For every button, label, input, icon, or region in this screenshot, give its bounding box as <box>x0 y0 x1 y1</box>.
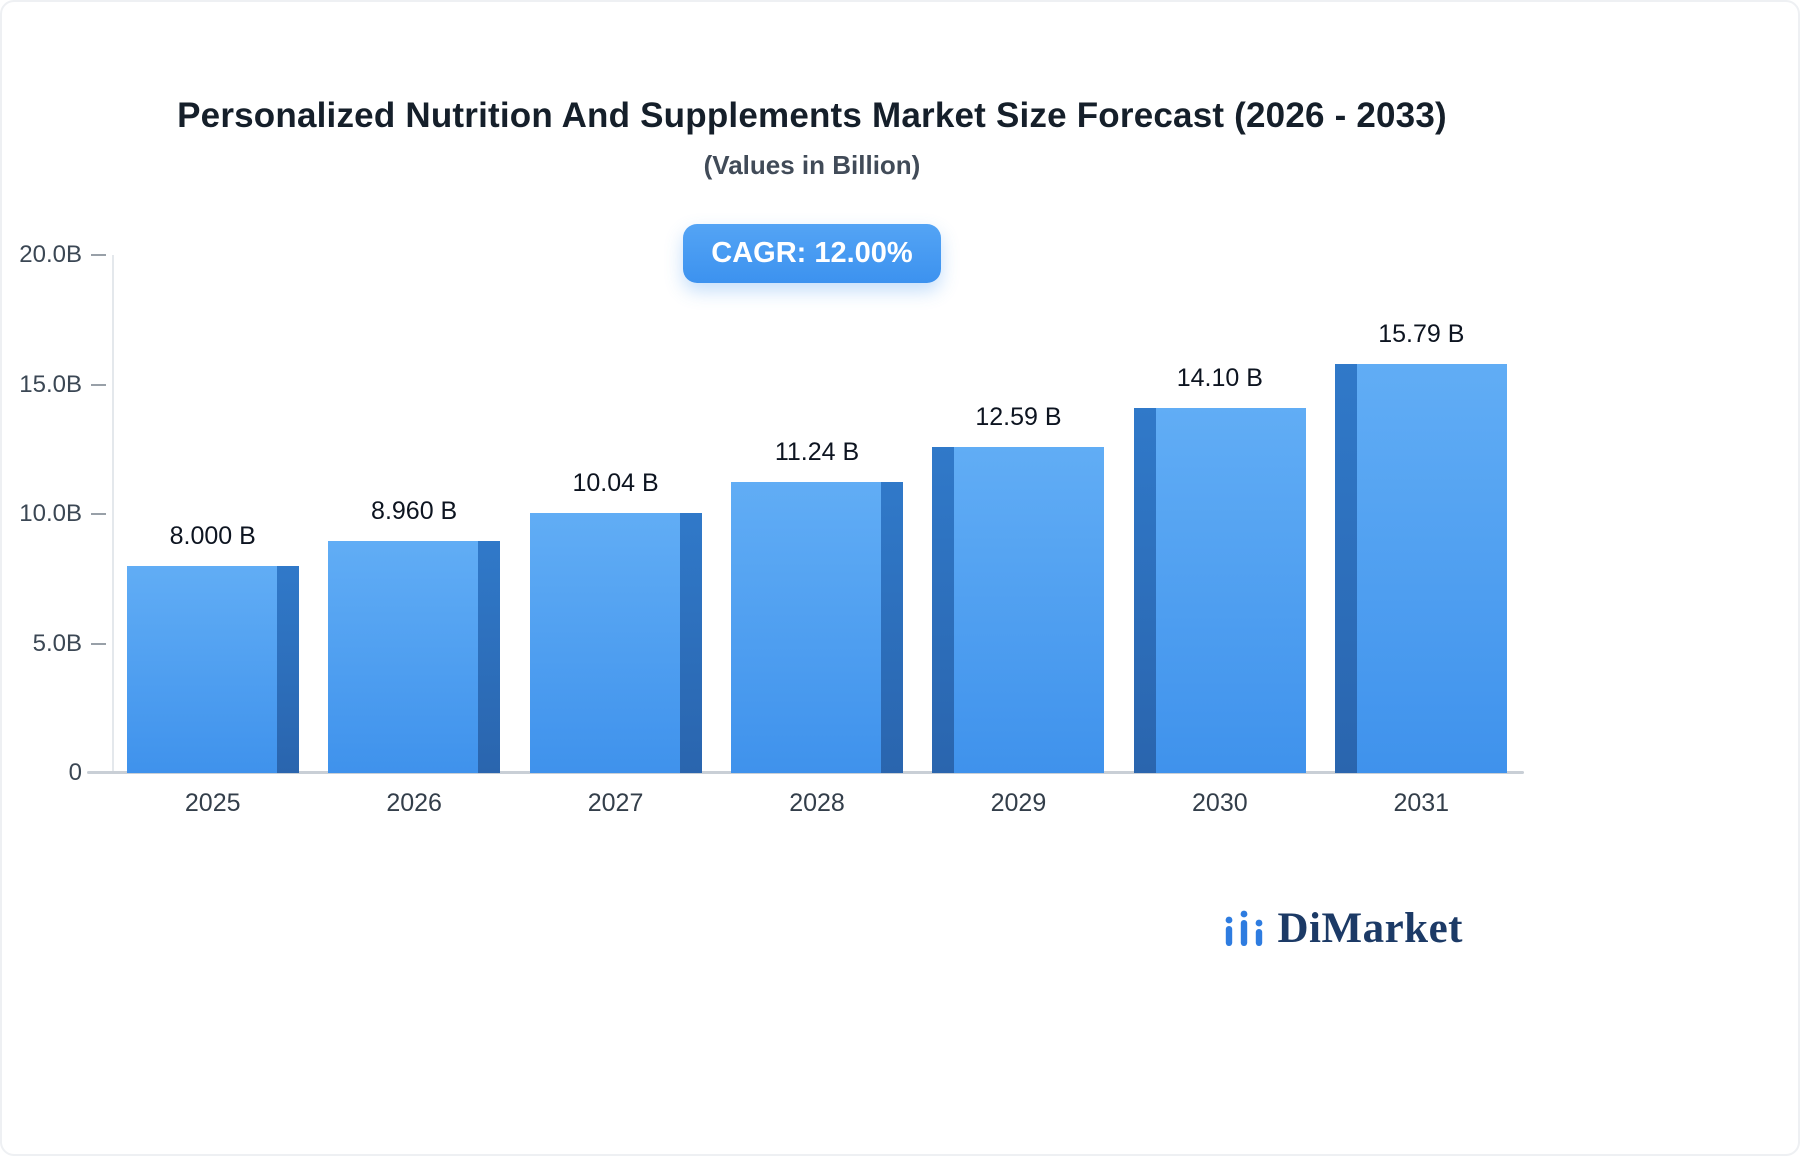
x-axis-labels: 2025 2026 2027 2028 2029 2030 2031 <box>112 789 1522 829</box>
bar-value-label: 10.04 B <box>572 468 659 497</box>
y-tick-mark <box>91 642 106 645</box>
y-tick-label: 10.0B <box>19 500 82 527</box>
bar-2031 <box>1335 364 1508 773</box>
bar-value-label: 8.960 B <box>371 496 458 525</box>
x-axis-label: 2031 <box>1393 789 1450 817</box>
y-tick-label: 5.0B <box>32 629 82 657</box>
plot-area: 8.000 B 8.960 B 10.04 B 11.24 B 12.59 B 14.10… <box>112 255 1522 773</box>
bar-side-face <box>1335 364 1358 773</box>
bar-side-face <box>679 512 702 773</box>
y-tick: 10.0B <box>19 500 106 528</box>
y-axis-line <box>112 255 114 773</box>
bar-side-face <box>1133 407 1156 773</box>
chart-subtitle: (Values in Billion) <box>703 150 921 180</box>
bar-side-face <box>881 481 903 773</box>
bar-chart-dots-icon <box>1225 910 1262 946</box>
bar-2028 <box>731 481 903 773</box>
bar-value-label: 8.000 B <box>169 521 256 550</box>
y-tick-mark <box>91 383 106 386</box>
y-tick-label: 20.0B <box>19 241 82 268</box>
x-axis-label: 2027 <box>587 789 644 817</box>
cagr-badge-row: CAGR: 12.00% <box>2 224 1622 283</box>
x-axis-label: 2028 <box>789 789 845 817</box>
y-tick: 15.0B <box>19 371 106 399</box>
brand-logo: DiMarket <box>1222 904 1464 953</box>
x-axis-label: 2026 <box>386 789 442 817</box>
bar-2026 <box>328 540 501 773</box>
bar-side-face <box>478 540 501 773</box>
bar-value-label: 15.79 B <box>1378 320 1465 349</box>
y-tick-label: 0 <box>68 759 82 786</box>
chart-title: Personalized Nutrition And Supplements M… <box>177 96 1447 135</box>
bar-value-label: 11.24 B <box>774 437 860 466</box>
y-tick-label: 15.0B <box>19 370 82 398</box>
x-axis-label: 2029 <box>990 789 1047 817</box>
y-tick: 20.0B <box>19 241 106 269</box>
y-tick-mark <box>91 513 106 515</box>
y-tick: 5.0B <box>33 630 106 658</box>
bar-2025 <box>126 565 299 773</box>
cagr-badge: CAGR: 12.00% <box>683 224 941 283</box>
x-axis-label: 2025 <box>184 789 241 817</box>
bar-2030 <box>1133 407 1306 773</box>
y-axis: 0 5.0B 10.0B 15.0B 20.0B <box>2 241 106 786</box>
bar-2029 <box>932 446 1105 773</box>
bar-value-label: 14.10 B <box>1176 363 1263 392</box>
y-tick-mark <box>91 254 106 256</box>
bar-value-label: 12.59 B <box>975 402 1062 431</box>
brand-name: DiMarket <box>1277 905 1463 952</box>
bar-2027 <box>529 512 702 773</box>
bar-side-face <box>932 446 955 773</box>
bar-side-face <box>276 565 299 773</box>
x-axis-label: 2030 <box>1192 789 1248 817</box>
